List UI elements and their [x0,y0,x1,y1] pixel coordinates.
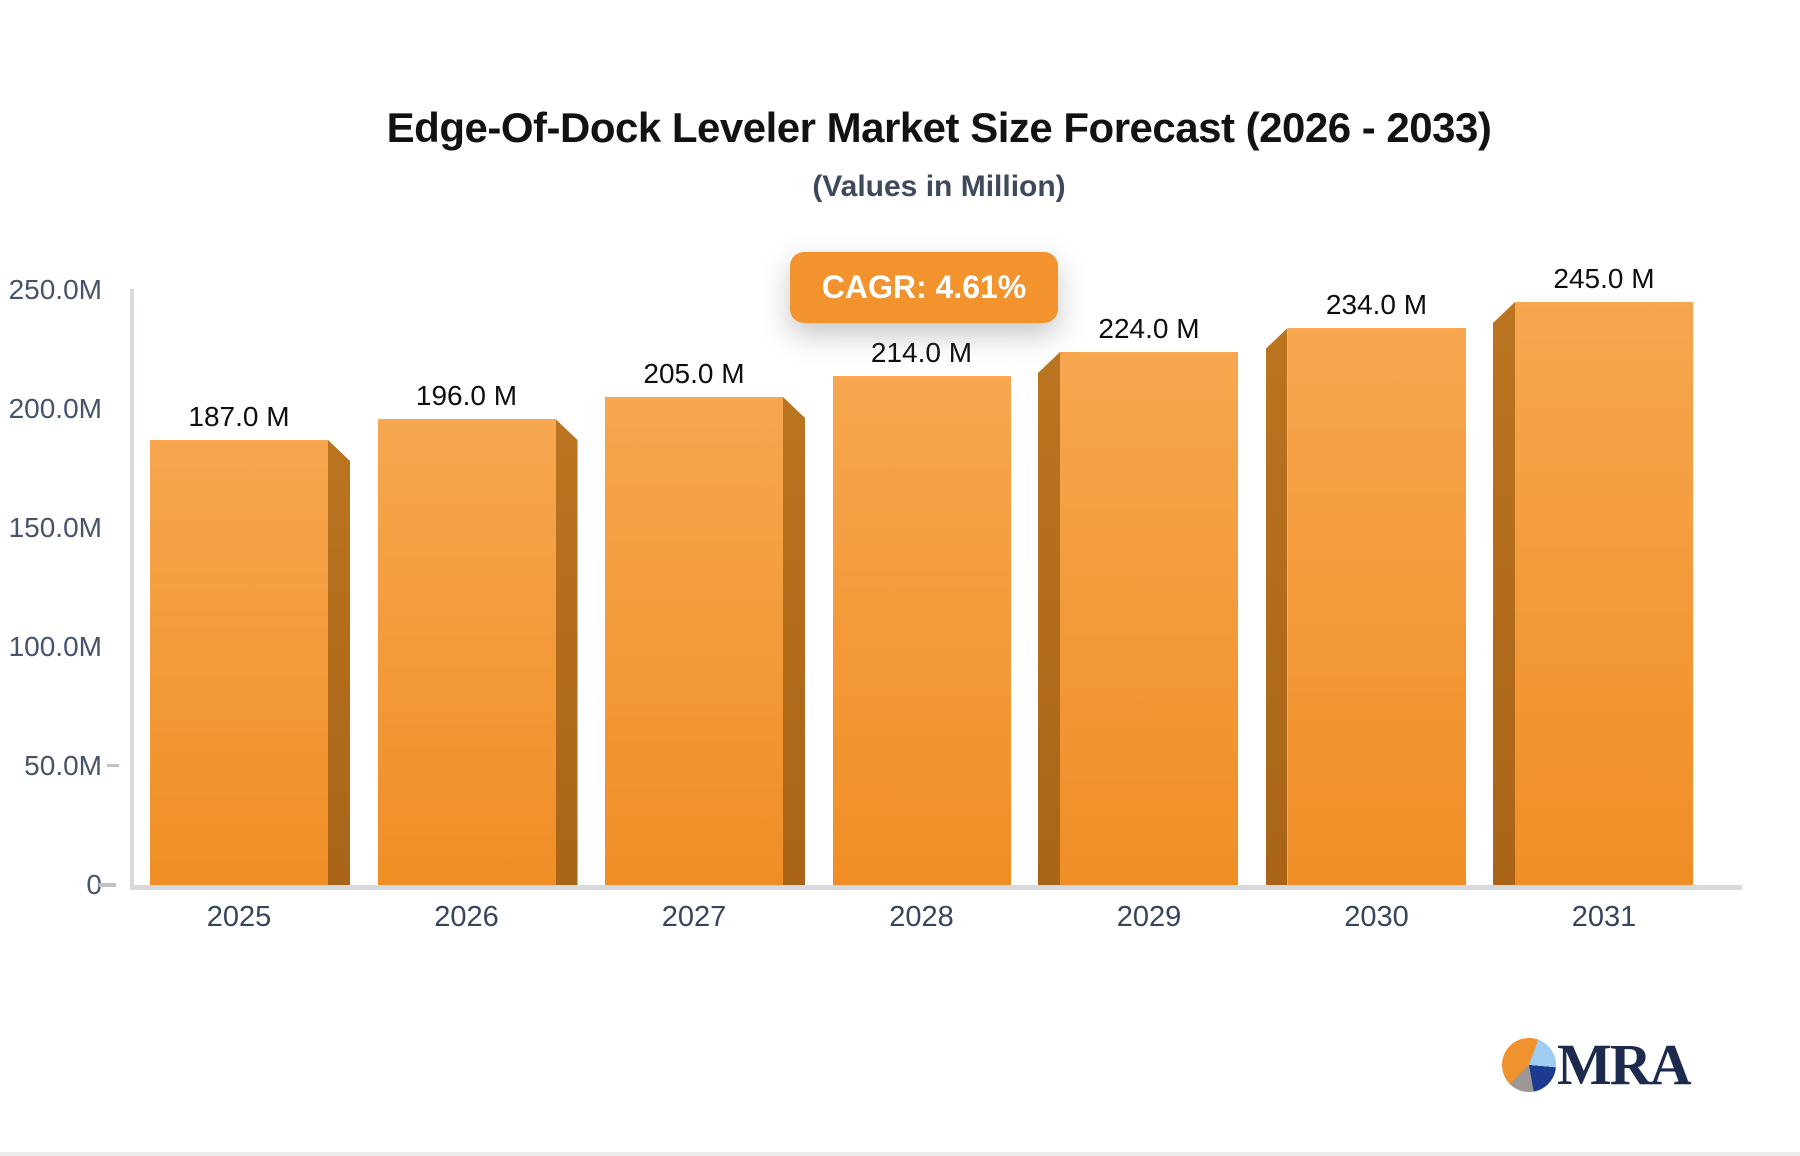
y-axis-label: 0 [86,869,102,900]
y-axis-label: 100.0M [8,631,102,662]
bar-2027 [605,397,783,885]
x-axis-label-2031: 2031 [1571,901,1637,933]
x-axis-label-2028: 2028 [889,901,954,933]
chart-subtitle: (Values in Million) [812,170,1066,203]
y-axis-label: 250.0M [8,274,102,305]
bar-2025 [150,440,328,885]
bar-value-label-2028: 214.0 M [870,337,973,368]
bar-side-3d-2031 [1493,302,1515,885]
bar-value-label-2031: 245.0 M [1553,263,1655,294]
x-axis-label-2025: 2025 [206,901,272,933]
brand-logo-text: MRA [1557,1032,1692,1097]
y-axis-label: 200.0M [8,393,102,424]
x-axis-label-2027: 2027 [661,901,727,933]
bar-side-3d-2030 [1265,328,1288,885]
bar-side-3d-2026 [555,419,578,885]
bar-2030 [1287,328,1466,885]
y-axis-tick [99,883,116,887]
pie-chart-logo-icon [1502,1038,1556,1092]
bar-side-3d-2027 [783,397,805,885]
bottom-edge-divider [0,1152,1800,1156]
cagr-badge-text: CAGR: 4.61% [821,269,1027,305]
y-axis-label: 150.0M [8,512,102,543]
bar-value-label-2030: 234.0 M [1325,289,1428,320]
chart-title: Edge-Of-Dock Leveler Market Size Forecas… [386,104,1492,151]
x-axis-label-2030: 2030 [1344,901,1409,933]
cagr-badge: CAGR: 4.61% [790,252,1058,323]
bar-value-label-2026: 196.0 M [415,380,518,411]
bar-2029 [1060,352,1238,885]
bar-2028 [832,376,1011,885]
x-axis-label-2029: 2029 [1116,901,1182,933]
bar-side-3d-2029 [1038,352,1060,885]
y-axis-tick [107,764,119,767]
bar-2031 [1515,302,1693,885]
brand-logo: MRA [1502,1032,1692,1097]
bar-value-label-2027: 205.0 M [643,358,745,389]
x-axis-baseline [130,885,1742,890]
y-axis-line [130,289,134,887]
bar-value-label-2029: 224.0 M [1098,313,1200,344]
bar-2026 [377,419,556,885]
bar-value-label-2025: 187.0 M [188,401,290,432]
y-axis-label: 50.0M [24,750,102,781]
bar-side-3d-2025 [328,440,350,885]
x-axis-label-2026: 2026 [434,901,499,933]
